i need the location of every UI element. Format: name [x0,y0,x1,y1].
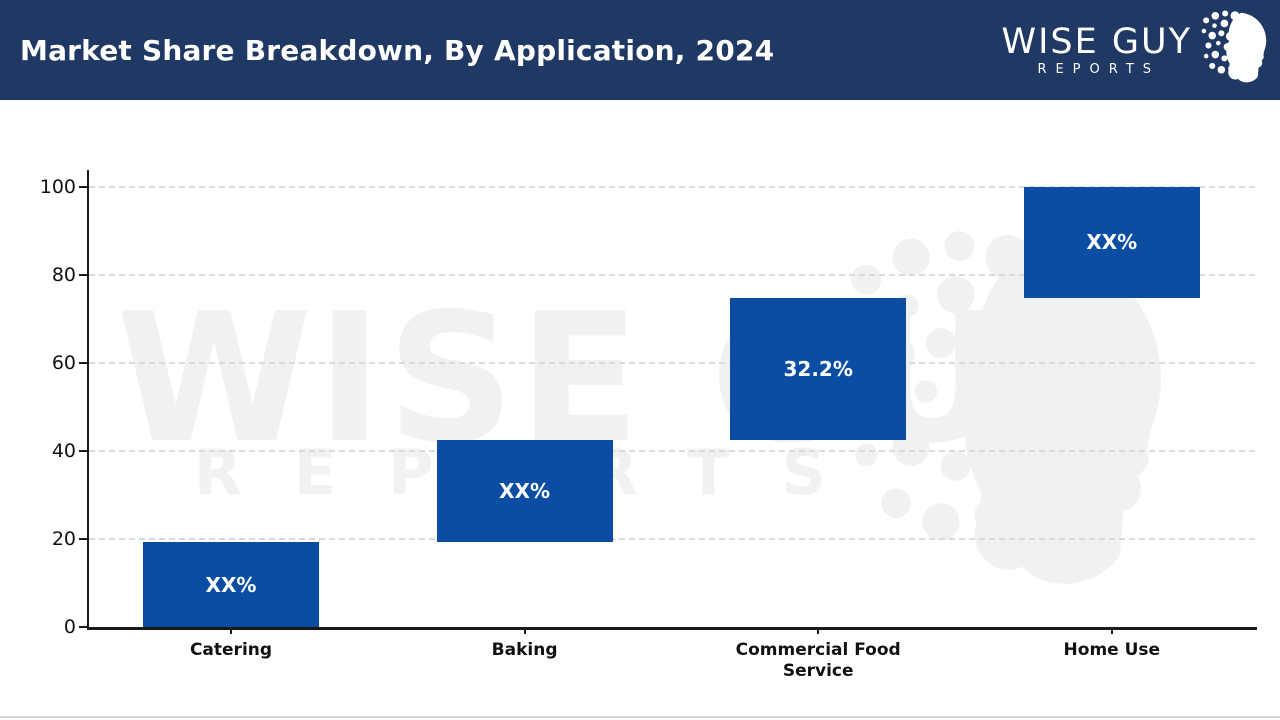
bar-value-label: XX% [499,479,551,504]
y-tickmark-60 [79,361,87,364]
logo-brand-name: WISE GUY [1001,21,1192,62]
y-tick-label-40: 40 [51,439,76,462]
bar-value-label: 32.2% [783,357,853,382]
bar-baking: XX% [436,440,613,543]
bar-home-use: XX% [1023,186,1200,299]
x-tick-label-1: Baking [491,640,558,660]
header-bar: Market Share Breakdown, By Application, … [0,0,1280,100]
gridline-80 [89,273,1255,276]
y-tickmark-0 [79,626,87,628]
bar-commercial-food-service: 32.2% [730,298,907,441]
x-tick-label-3: Home Use [1063,640,1161,660]
y-tick-label-80: 80 [51,263,76,286]
x-tickmark-3 [1110,627,1113,634]
x-tick-label-0: Catering [189,640,273,660]
gridline-20 [89,537,1255,540]
chart-title: Market Share Breakdown, By Application, … [20,33,775,67]
bar-catering: XX% [143,542,319,627]
brand-logo: WISE GUY REPORTS [1001,6,1270,94]
bottom-divider [0,716,1280,718]
y-tick-label-0: 0 [63,616,76,638]
y-tickmark-80 [79,273,87,276]
gridline-40 [89,449,1255,452]
x-tickmark-0 [230,627,232,634]
chart-area: WISE GUY REPORTS 020406080100XX%Catering… [0,100,1280,717]
y-tickmark-20 [79,537,87,540]
watermark-face-icon [843,231,1161,584]
y-tickmark-40 [79,449,87,452]
y-axis-line [86,170,89,630]
gridline-60 [89,361,1255,364]
y-tickmark-100 [79,185,87,188]
x-tickmark-2 [817,627,820,634]
logo-wordmark: WISE GUY REPORTS [1001,24,1192,77]
logo-face-icon [1201,10,1267,83]
x-axis-line [86,627,1257,630]
bar-value-label: XX% [205,572,257,597]
gridline-100 [89,185,1255,188]
y-tick-label-60: 60 [51,351,76,374]
x-tickmark-1 [523,627,526,634]
y-tick-label-100: 100 [39,175,76,198]
y-tick-label-20: 20 [51,527,76,550]
logo-brand-subtitle: REPORTS [1037,61,1161,77]
bar-value-label: XX% [1086,230,1138,255]
x-tick-label-2: Commercial Food Service [735,640,901,681]
